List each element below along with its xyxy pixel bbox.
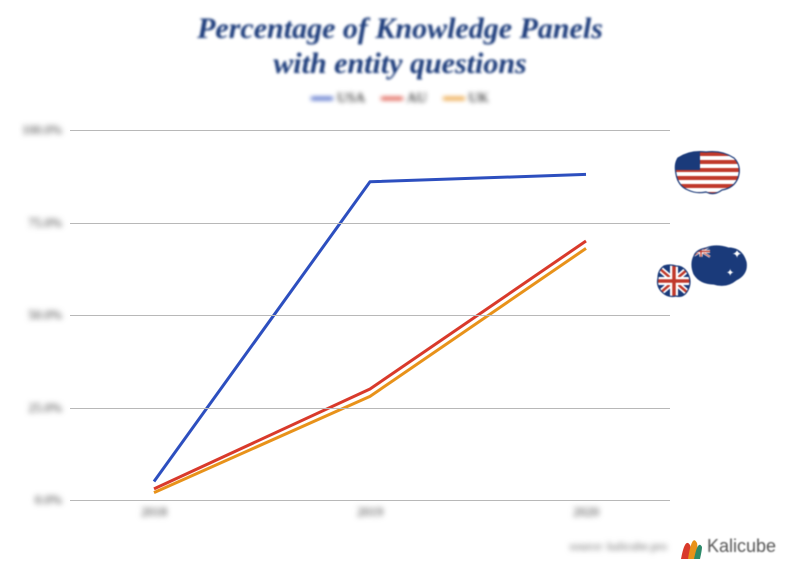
legend-label-au: AU bbox=[407, 91, 427, 107]
legend-item-au: AU bbox=[381, 91, 427, 107]
chart-title: Percentage of Knowledge Panels with enti… bbox=[0, 0, 800, 81]
gridline bbox=[70, 500, 670, 501]
brand: Kalicube bbox=[677, 531, 776, 561]
chart-container: Percentage of Knowledge Panels with enti… bbox=[0, 0, 800, 575]
gridline bbox=[70, 223, 670, 224]
legend-label-usa: USA bbox=[337, 91, 365, 107]
usa-flag-icon bbox=[672, 144, 744, 200]
plot-area: 0.0%25.0%50.0%75.0%100.0%201820192020 bbox=[70, 130, 670, 500]
legend-swatch-au bbox=[381, 97, 403, 100]
y-axis-label: 75.0% bbox=[28, 215, 62, 231]
uk-flag-icon bbox=[652, 262, 696, 300]
gridline bbox=[70, 130, 670, 131]
y-axis-label: 50.0% bbox=[28, 307, 62, 323]
legend-swatch-usa bbox=[311, 97, 333, 100]
legend-label-uk: UK bbox=[469, 91, 489, 107]
gridline bbox=[70, 315, 670, 316]
series-line-au bbox=[154, 241, 586, 489]
footer: source: kalicube.pro Kalicube bbox=[570, 531, 776, 561]
title-line-1: Percentage of Knowledge Panels bbox=[0, 12, 800, 47]
legend: USA AU UK bbox=[0, 89, 800, 107]
legend-swatch-uk bbox=[443, 97, 465, 100]
x-axis-label: 2018 bbox=[141, 504, 167, 520]
legend-item-uk: UK bbox=[443, 91, 489, 107]
y-axis-label: 25.0% bbox=[28, 400, 62, 416]
gridline bbox=[70, 408, 670, 409]
y-axis-label: 100.0% bbox=[22, 122, 62, 138]
x-axis-label: 2020 bbox=[573, 504, 599, 520]
brand-logo-icon bbox=[677, 531, 703, 561]
series-line-usa bbox=[154, 174, 586, 481]
source-text: source: kalicube.pro bbox=[570, 539, 667, 554]
legend-item-usa: USA bbox=[311, 91, 365, 107]
x-axis-label: 2019 bbox=[357, 504, 383, 520]
y-axis-label: 0.0% bbox=[35, 492, 62, 508]
brand-name: Kalicube bbox=[707, 536, 776, 557]
svg-text:✦: ✦ bbox=[726, 268, 734, 279]
title-line-2: with entity questions bbox=[0, 47, 800, 82]
